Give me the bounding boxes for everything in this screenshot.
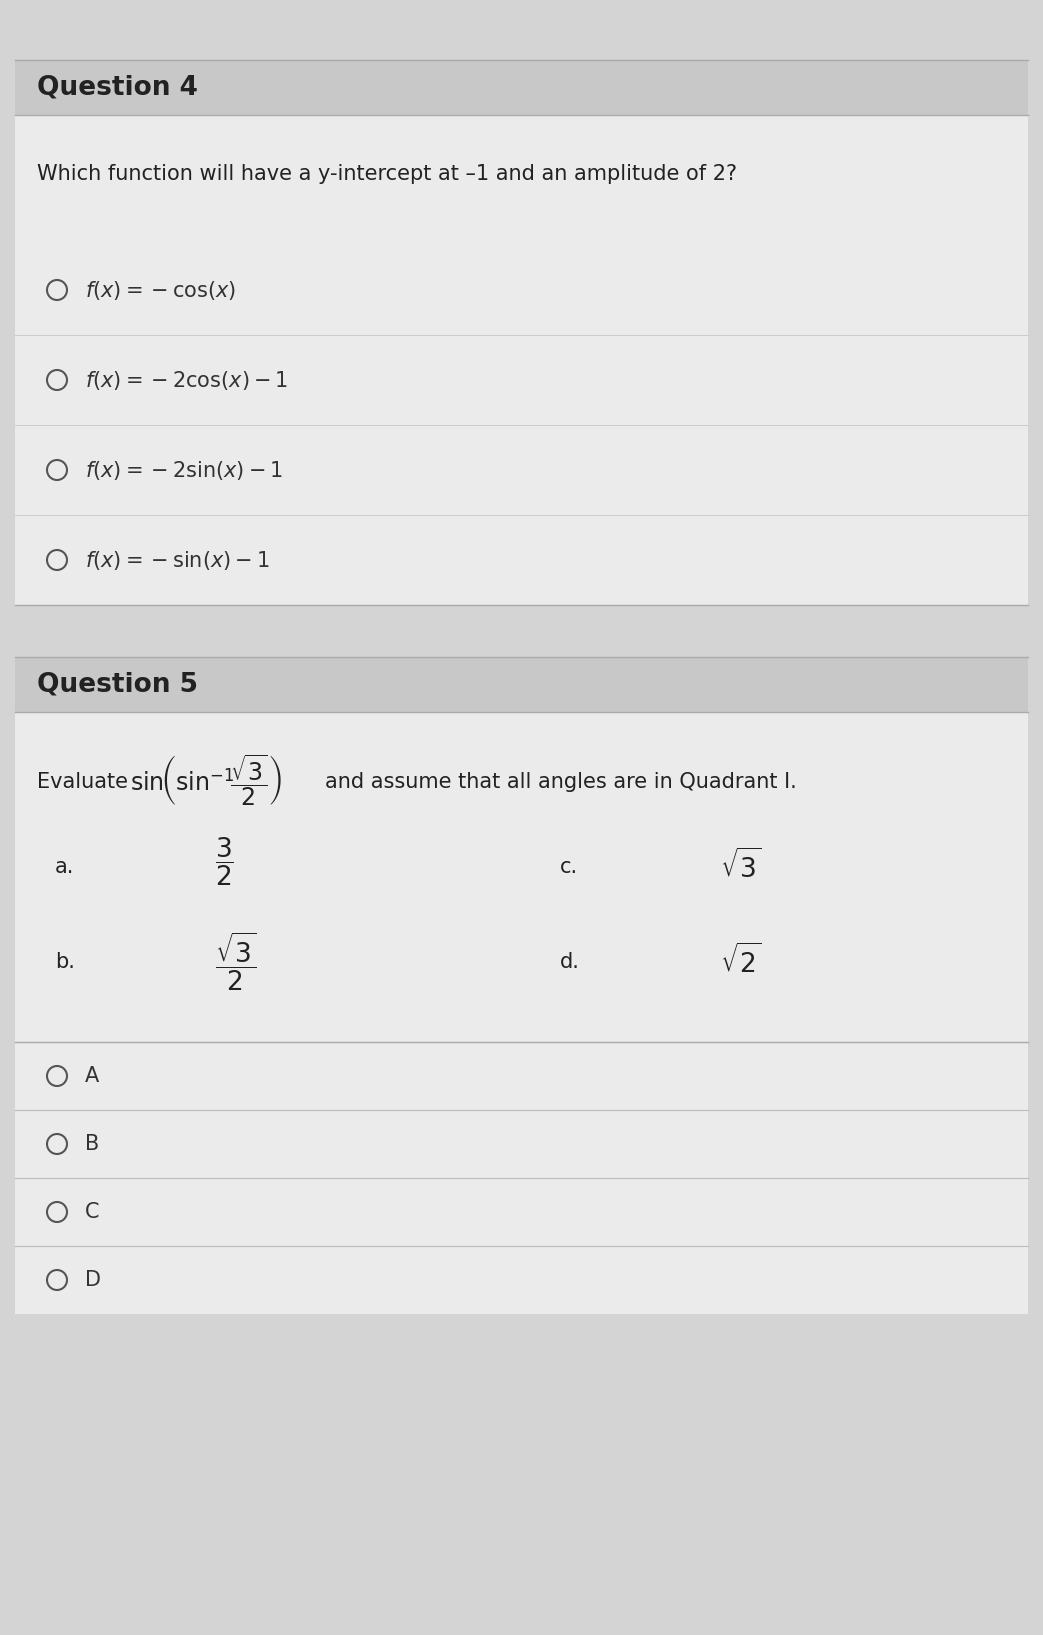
Text: c.: c. (560, 857, 578, 876)
Bar (15, 1177, 1028, 1246)
Text: $\it{f}$$(x) = -\cos(x)$: $\it{f}$$(x) = -\cos(x)$ (84, 278, 236, 301)
Bar (15, 114, 1028, 605)
Text: Question 5: Question 5 (37, 672, 198, 698)
Text: A: A (84, 1066, 99, 1086)
Bar (15, 711, 1028, 1041)
Text: D: D (84, 1270, 101, 1290)
Text: B: B (84, 1135, 99, 1154)
Text: d.: d. (560, 952, 580, 971)
Text: Which function will have a y-intercept at –1 and an amplitude of 2?: Which function will have a y-intercept a… (37, 164, 737, 183)
Text: Evaluate: Evaluate (37, 772, 135, 791)
Text: $\it{f}$$(x) = -2\cos(x) - 1$: $\it{f}$$(x) = -2\cos(x) - 1$ (84, 368, 288, 391)
Bar (15, 1041, 1028, 1110)
Text: Question 4: Question 4 (37, 75, 198, 100)
Text: $\dfrac{\sqrt{3}}{2}$: $\dfrac{\sqrt{3}}{2}$ (215, 930, 257, 994)
Bar (15, 60, 1028, 114)
Text: and assume that all angles are in Quadrant I.: and assume that all angles are in Quadra… (325, 772, 797, 791)
Text: a.: a. (55, 857, 74, 876)
Text: $\dfrac{3}{2}$: $\dfrac{3}{2}$ (215, 835, 234, 888)
Bar (15, 1246, 1028, 1315)
Text: $\sqrt{3}$: $\sqrt{3}$ (720, 850, 761, 885)
Text: $\it{f}$$(x) = -2\sin(x) - 1$: $\it{f}$$(x) = -2\sin(x) - 1$ (84, 458, 283, 481)
Bar (15, 657, 1028, 711)
Text: $\it{f}$$(x) = -\sin(x) - 1$: $\it{f}$$(x) = -\sin(x) - 1$ (84, 548, 270, 572)
Text: $\rm{sin}\!\left(\rm{sin}^{-1}\!\dfrac{\sqrt{3}}{2}\right)$: $\rm{sin}\!\left(\rm{sin}^{-1}\!\dfrac{\… (130, 752, 282, 808)
Text: $\sqrt{2}$: $\sqrt{2}$ (720, 945, 761, 979)
Text: b.: b. (55, 952, 75, 971)
Bar (15, 1110, 1028, 1177)
Text: C: C (84, 1202, 99, 1221)
